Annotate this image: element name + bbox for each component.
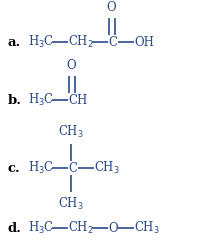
Text: d.: d. bbox=[8, 222, 22, 234]
Text: c.: c. bbox=[8, 162, 21, 174]
Text: CH$_2$: CH$_2$ bbox=[68, 220, 94, 236]
Text: O: O bbox=[66, 59, 76, 72]
Text: H$_3$C: H$_3$C bbox=[28, 160, 54, 176]
Text: CH$_3$: CH$_3$ bbox=[134, 220, 160, 236]
Text: C: C bbox=[108, 36, 117, 49]
Text: a.: a. bbox=[8, 36, 21, 49]
Text: CH$_3$: CH$_3$ bbox=[58, 196, 84, 212]
Text: CH: CH bbox=[68, 94, 87, 106]
Text: O: O bbox=[108, 222, 118, 234]
Text: OH: OH bbox=[134, 36, 154, 49]
Text: CH$_2$: CH$_2$ bbox=[68, 34, 94, 50]
Text: CH$_3$: CH$_3$ bbox=[58, 124, 84, 140]
Text: H$_3$C: H$_3$C bbox=[28, 92, 54, 108]
Text: b.: b. bbox=[8, 94, 22, 106]
Text: O: O bbox=[106, 1, 116, 14]
Text: C: C bbox=[68, 162, 77, 174]
Text: H$_3$C: H$_3$C bbox=[28, 220, 54, 236]
Text: CH$_3$: CH$_3$ bbox=[94, 160, 120, 176]
Text: H$_3$C: H$_3$C bbox=[28, 34, 54, 50]
